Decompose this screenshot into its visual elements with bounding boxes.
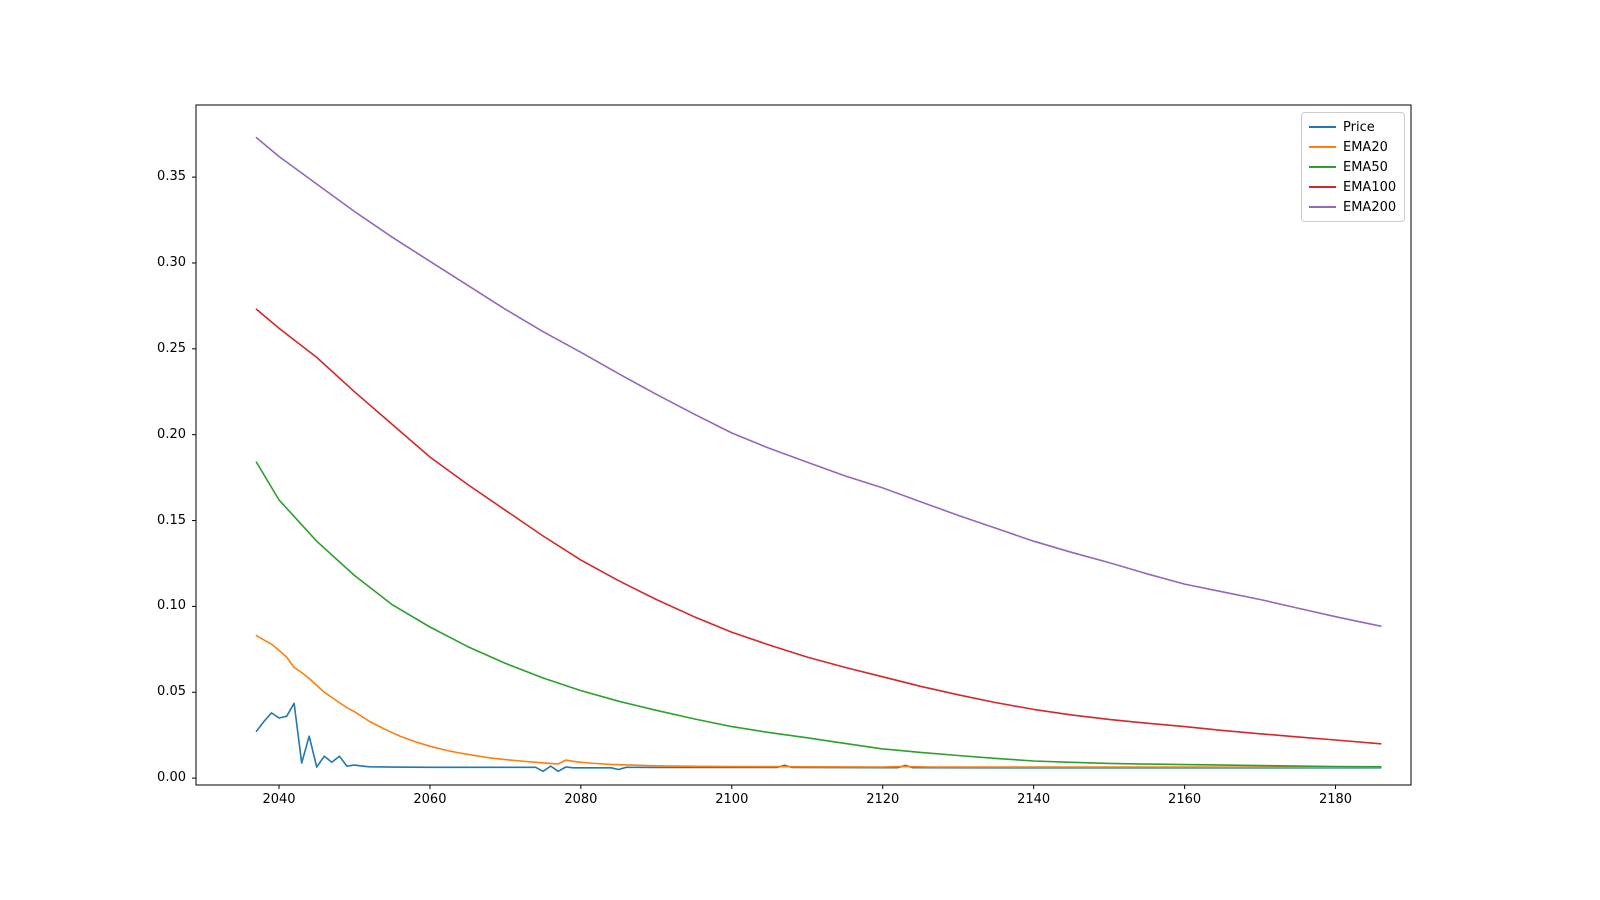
price-line <box>255 702 1382 773</box>
legend-item-ema50: EMA50 <box>1302 157 1404 177</box>
ema200-line-swatch <box>1309 206 1336 208</box>
y-tick-label: 0.10 <box>157 598 186 614</box>
ema50-line <box>255 461 1382 768</box>
legend-label-ema50: EMA50 <box>1343 159 1388 175</box>
ema100-line-swatch <box>1309 186 1336 188</box>
legend-item-ema20: EMA20 <box>1302 137 1404 157</box>
ema20-line-swatch <box>1309 146 1336 148</box>
ema100-line <box>255 308 1382 745</box>
legend-item-ema100: EMA100 <box>1302 177 1404 197</box>
y-tick-label: 0.25 <box>157 340 186 356</box>
y-tick-label: 0.05 <box>157 684 186 700</box>
y-tick-label: 0.00 <box>157 770 186 786</box>
y-tick-label: 0.35 <box>157 169 186 185</box>
ema200-line <box>255 136 1382 628</box>
x-tick-label: 2060 <box>413 792 447 807</box>
x-tick-label: 2080 <box>564 792 598 807</box>
x-tick-label: 2040 <box>262 792 296 807</box>
legend-item-price: Price <box>1302 117 1404 137</box>
y-tick-label: 0.15 <box>157 512 186 528</box>
legend: Price EMA20 EMA50 EMA100 EMA200 <box>1301 112 1405 222</box>
x-tick-label: 2120 <box>866 792 900 807</box>
legend-label-ema200: EMA200 <box>1343 199 1397 215</box>
x-tick-label: 2180 <box>1318 792 1353 807</box>
y-tick-label: 0.30 <box>157 254 186 270</box>
x-tick-label: 2160 <box>1168 792 1202 807</box>
ema20-line <box>255 634 1382 769</box>
x-tick-label: 2140 <box>1017 792 1051 807</box>
legend-item-ema200: EMA200 <box>1302 197 1404 217</box>
plot-area <box>195 104 1412 786</box>
ema50-line-swatch <box>1309 166 1336 168</box>
legend-label-ema20: EMA20 <box>1343 139 1388 155</box>
y-tick-label: 0.20 <box>157 426 186 442</box>
price-line-swatch <box>1309 126 1336 128</box>
x-tick-label: 2100 <box>715 792 749 807</box>
legend-label-price: Price <box>1343 119 1375 135</box>
legend-label-ema100: EMA100 <box>1343 179 1397 195</box>
